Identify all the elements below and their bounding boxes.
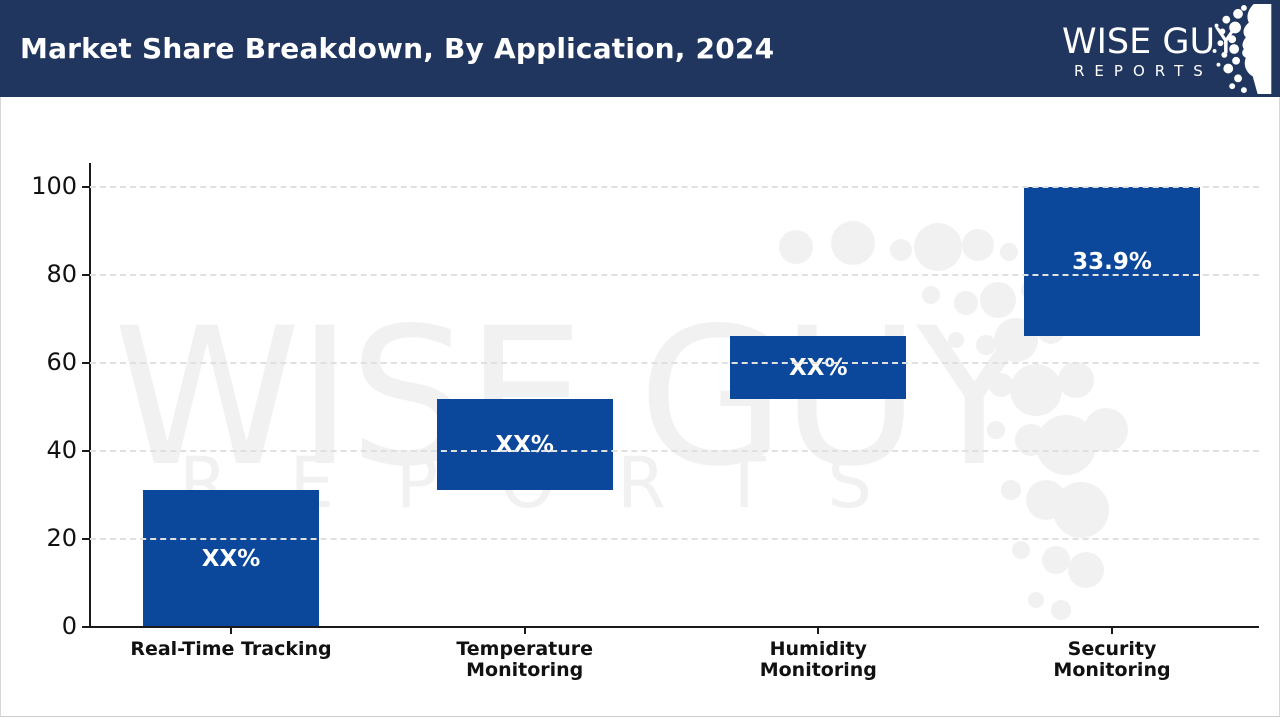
y-tick-mark [82, 186, 89, 188]
x-tick-mark [1111, 628, 1113, 634]
logo-wordmark: WISE GUY [1062, 22, 1237, 62]
x-tick-mark [230, 628, 232, 634]
y-tick-label: 0 [61, 612, 77, 640]
y-axis-line [89, 163, 91, 628]
y-tick-label: 20 [46, 524, 77, 552]
logo-subtext: REPORTS [1074, 62, 1213, 80]
x-axis-line [89, 626, 1259, 628]
bar-segment: XX% [730, 336, 907, 400]
x-category-label: Real-Time Tracking [130, 638, 332, 660]
page-title: Market Share Breakdown, By Application, … [20, 32, 775, 65]
y-tick-mark [82, 274, 89, 276]
watermark-head-dots [779, 221, 1128, 620]
y-tick-label: 40 [46, 436, 77, 464]
gridline [90, 362, 1259, 364]
bar-value-label: XX% [201, 545, 261, 572]
gridline [90, 186, 1259, 188]
y-tick-label: 80 [46, 260, 77, 288]
bar-segment: 33.9% [1024, 187, 1200, 337]
y-tick-label: 60 [46, 348, 77, 376]
y-tick-mark [82, 450, 89, 452]
bar-value-label: XX% [495, 431, 554, 458]
bar-segment: XX% [436, 399, 613, 491]
x-category-label: Humidity Monitoring [759, 638, 877, 681]
head-profile-icon [1212, 4, 1272, 94]
y-tick-mark [82, 362, 89, 364]
x-tick-mark [523, 628, 526, 634]
bar-value-label: 33.9% [1072, 248, 1152, 275]
y-tick-mark [82, 626, 89, 628]
x-tick-mark [817, 628, 820, 634]
gridline [90, 274, 1259, 276]
bar-segment: XX% [143, 490, 319, 627]
x-category-label: Temperature Monitoring [456, 638, 594, 681]
wise-guy-reports-logo: WISE GUY REPORTS [1022, 0, 1272, 97]
bar-value-label: XX% [789, 354, 848, 381]
y-tick-label: 100 [31, 172, 77, 200]
x-category-label: Security Monitoring [1053, 638, 1171, 681]
gridline [90, 538, 1259, 540]
chart-canvas: WISE GUY REPORTS XX%XX%XX%33.9%020406080… [0, 97, 1280, 717]
header-banner: Market Share Breakdown, By Application, … [0, 0, 1280, 97]
gridline [90, 450, 1259, 452]
y-tick-mark [82, 538, 89, 540]
